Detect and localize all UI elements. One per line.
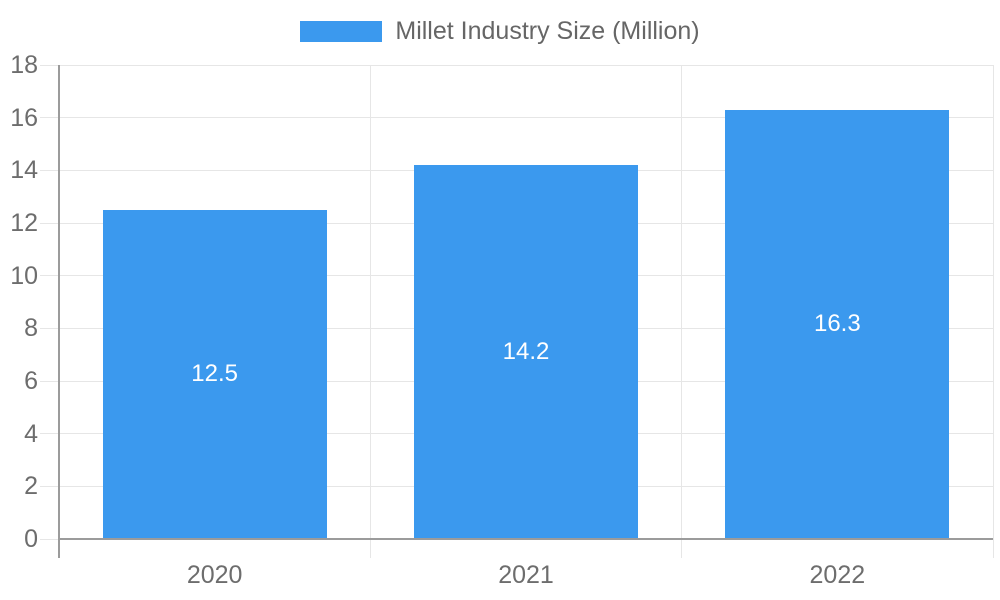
x-gridline [369, 65, 371, 558]
y-axis-line [58, 65, 60, 558]
bar-value-label: 14.2 [502, 338, 550, 366]
y-tick-label: 6 [24, 367, 38, 395]
legend-item[interactable]: Millet Industry Size (Million) [0, 17, 1000, 46]
legend-swatch [300, 21, 383, 42]
bar-value-label: 12.5 [191, 360, 239, 388]
legend-label: Millet Industry Size (Million) [395, 17, 700, 45]
y-tick-label: 18 [10, 51, 38, 79]
y-tick-label: 10 [10, 261, 38, 290]
x-tick-label: 2020 [186, 561, 243, 589]
y-tick-label: 0 [24, 525, 38, 553]
bar-2020[interactable] [102, 209, 327, 538]
y-tick-label: 8 [24, 314, 38, 343]
bar-2022[interactable] [725, 109, 950, 538]
x-tick-label: 2022 [809, 561, 866, 589]
y-tick-label: 14 [10, 156, 38, 185]
x-tick-label: 2021 [498, 561, 554, 589]
y-tick-label: 12 [10, 209, 38, 237]
bar-2021[interactable] [414, 165, 638, 538]
x-gridline [992, 65, 994, 558]
x-gridline [681, 65, 683, 558]
y-tick-label: 4 [24, 419, 38, 448]
y-tick-label: 2 [24, 472, 38, 501]
y-gridline [40, 117, 993, 119]
x-axis-line [59, 538, 993, 540]
y-gridline [40, 64, 993, 66]
plot-area: 0 2 4 6 8 10 12 14 16 18 12.5 2020 14.2 2021 16.3 2022 [10, 51, 994, 589]
y-tick-label: 16 [10, 103, 38, 132]
bar-value-label: 16.3 [813, 310, 861, 338]
